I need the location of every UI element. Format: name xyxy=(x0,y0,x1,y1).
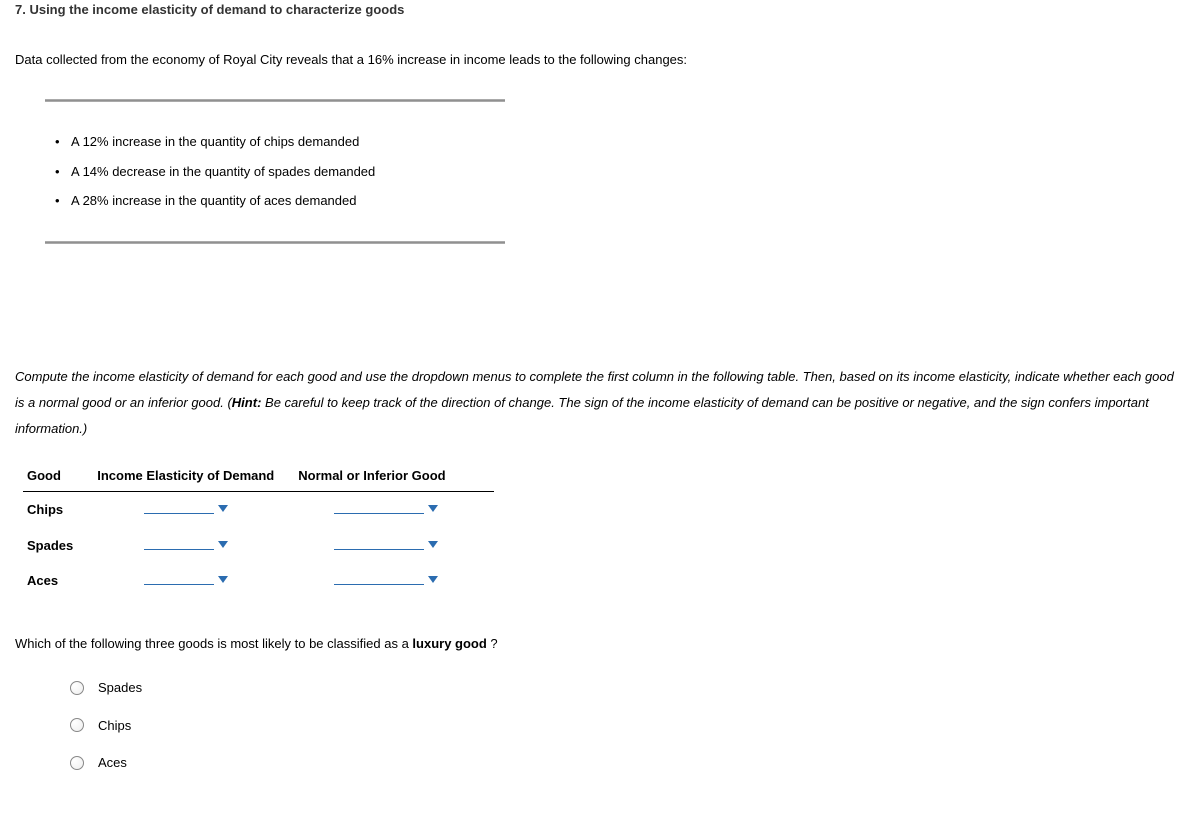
radio-option-spades[interactable]: Spades xyxy=(70,678,1175,698)
elasticity-dropdown-spades[interactable] xyxy=(144,536,228,550)
bullet-item: A 12% increase in the quantity of chips … xyxy=(55,132,495,152)
dropdown-line xyxy=(334,571,424,585)
radio-label: Spades xyxy=(98,678,142,698)
radio-label: Chips xyxy=(98,716,131,736)
intro-text: Data collected from the economy of Royal… xyxy=(15,50,1175,70)
dropdown-line xyxy=(334,500,424,514)
radio-option-aces[interactable]: Aces xyxy=(70,753,1175,773)
type-dropdown-aces[interactable] xyxy=(334,571,438,585)
table-row: Chips xyxy=(23,492,494,528)
followup-bold: luxury good xyxy=(412,636,486,651)
followup-post: ? xyxy=(487,636,498,651)
col-header-elasticity: Income Elasticity of Demand xyxy=(93,460,294,492)
dropdown-line xyxy=(144,500,214,514)
type-dropdown-chips[interactable] xyxy=(334,500,438,514)
radio-group: Spades Chips Aces xyxy=(70,678,1175,773)
elasticity-table: Good Income Elasticity of Demand Normal … xyxy=(23,460,494,599)
followup-question: Which of the following three goods is mo… xyxy=(15,634,1175,654)
instruction-text: Compute the income elasticity of demand … xyxy=(15,364,1175,442)
col-header-good: Good xyxy=(23,460,93,492)
table-row: Aces xyxy=(23,563,494,599)
bullet-item: A 14% decrease in the quantity of spades… xyxy=(55,162,495,182)
radio-label: Aces xyxy=(98,753,127,773)
dropdown-line xyxy=(334,536,424,550)
table-row: Spades xyxy=(23,528,494,564)
col-header-type: Normal or Inferior Good xyxy=(294,460,494,492)
chevron-down-icon xyxy=(218,541,228,548)
good-label: Spades xyxy=(23,528,93,564)
type-dropdown-spades[interactable] xyxy=(334,536,438,550)
followup-pre: Which of the following three goods is mo… xyxy=(15,636,412,651)
radio-icon xyxy=(70,718,84,732)
radio-icon xyxy=(70,756,84,770)
divider-bottom xyxy=(45,241,505,244)
dropdown-line xyxy=(144,571,214,585)
elasticity-dropdown-chips[interactable] xyxy=(144,500,228,514)
bullet-item: A 28% increase in the quantity of aces d… xyxy=(55,191,495,211)
good-label: Chips xyxy=(23,492,93,528)
chevron-down-icon xyxy=(218,505,228,512)
radio-option-chips[interactable]: Chips xyxy=(70,716,1175,736)
changes-box: A 12% increase in the quantity of chips … xyxy=(45,99,505,244)
dropdown-line xyxy=(144,536,214,550)
chevron-down-icon xyxy=(428,505,438,512)
question-title: 7. Using the income elasticity of demand… xyxy=(15,0,1175,20)
chevron-down-icon xyxy=(218,576,228,583)
hint-label: Hint: xyxy=(232,395,262,410)
good-label: Aces xyxy=(23,563,93,599)
chevron-down-icon xyxy=(428,576,438,583)
elasticity-dropdown-aces[interactable] xyxy=(144,571,228,585)
radio-icon xyxy=(70,681,84,695)
chevron-down-icon xyxy=(428,541,438,548)
